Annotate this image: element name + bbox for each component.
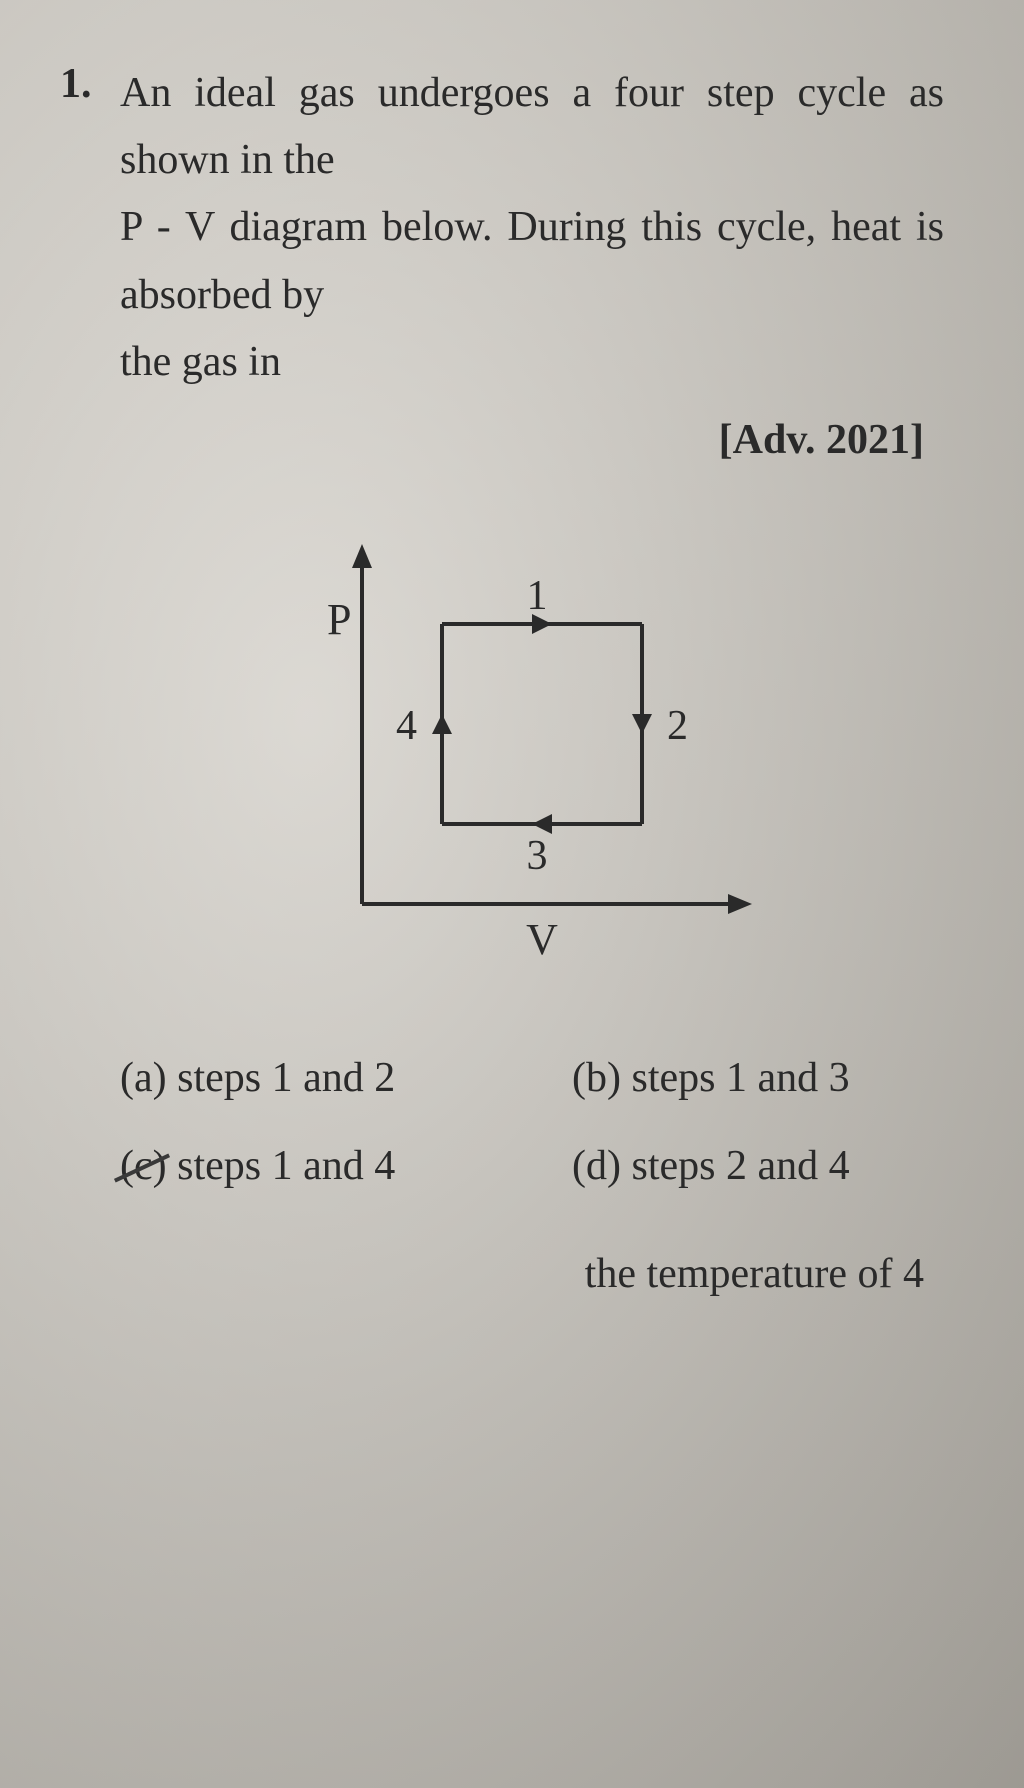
y-axis-arrow [352,544,372,568]
question-line-1: An ideal gas undergoes a four step cycle… [120,70,944,183]
step-2-arrow [632,714,652,734]
partial-next-question: the temperature of 4 [120,1250,944,1298]
question-text: An ideal gas undergoes a four step cycle… [120,60,944,396]
step-4-arrow [432,714,452,734]
pv-diagram-svg: 1 2 3 4 P V [282,524,782,974]
x-axis-arrow [728,894,752,914]
label-2: 2 [667,703,688,749]
pv-diagram: 1 2 3 4 P V [282,524,782,974]
answer-options: (a) steps 1 and 2 (b) steps 1 and 3 (c) … [120,1054,944,1190]
reference-tag: [Adv. 2021] [120,416,944,464]
option-c: (c) steps 1 and 4 [120,1142,492,1190]
question-content: 1. An ideal gas undergoes a four step cy… [0,0,1024,1338]
label-3: 3 [527,833,548,879]
v-axis-label: V [526,915,558,964]
option-d: (d) steps 2 and 4 [572,1142,944,1190]
step-3-arrow [532,814,552,834]
question-line-3: the gas in [120,339,281,385]
option-a: (a) steps 1 and 2 [120,1054,492,1102]
question-line-2: P - V diagram below. During this cycle, … [120,204,944,317]
label-1: 1 [527,573,548,619]
question-number: 1. [60,60,92,108]
label-4: 4 [396,703,417,749]
p-axis-label: P [327,595,351,644]
option-b: (b) steps 1 and 3 [572,1054,944,1102]
pv-diagram-container: 1 2 3 4 P V [120,524,944,974]
